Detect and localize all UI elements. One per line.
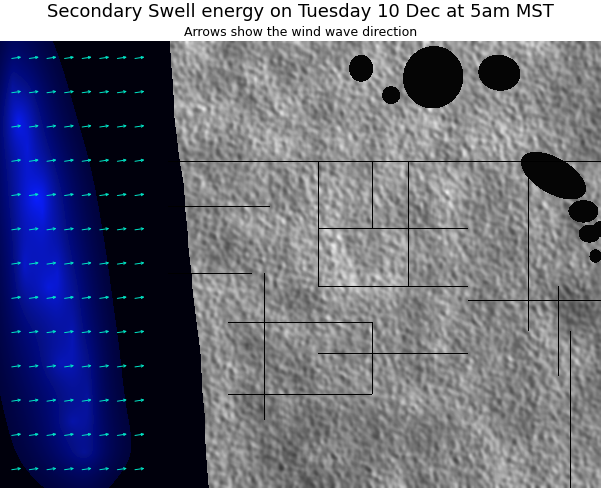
Text: Secondary Swell energy on Tuesday 10 Dec at 5am MST: Secondary Swell energy on Tuesday 10 Dec… [47,3,554,20]
Text: Arrows show the wind wave direction: Arrows show the wind wave direction [184,26,417,39]
